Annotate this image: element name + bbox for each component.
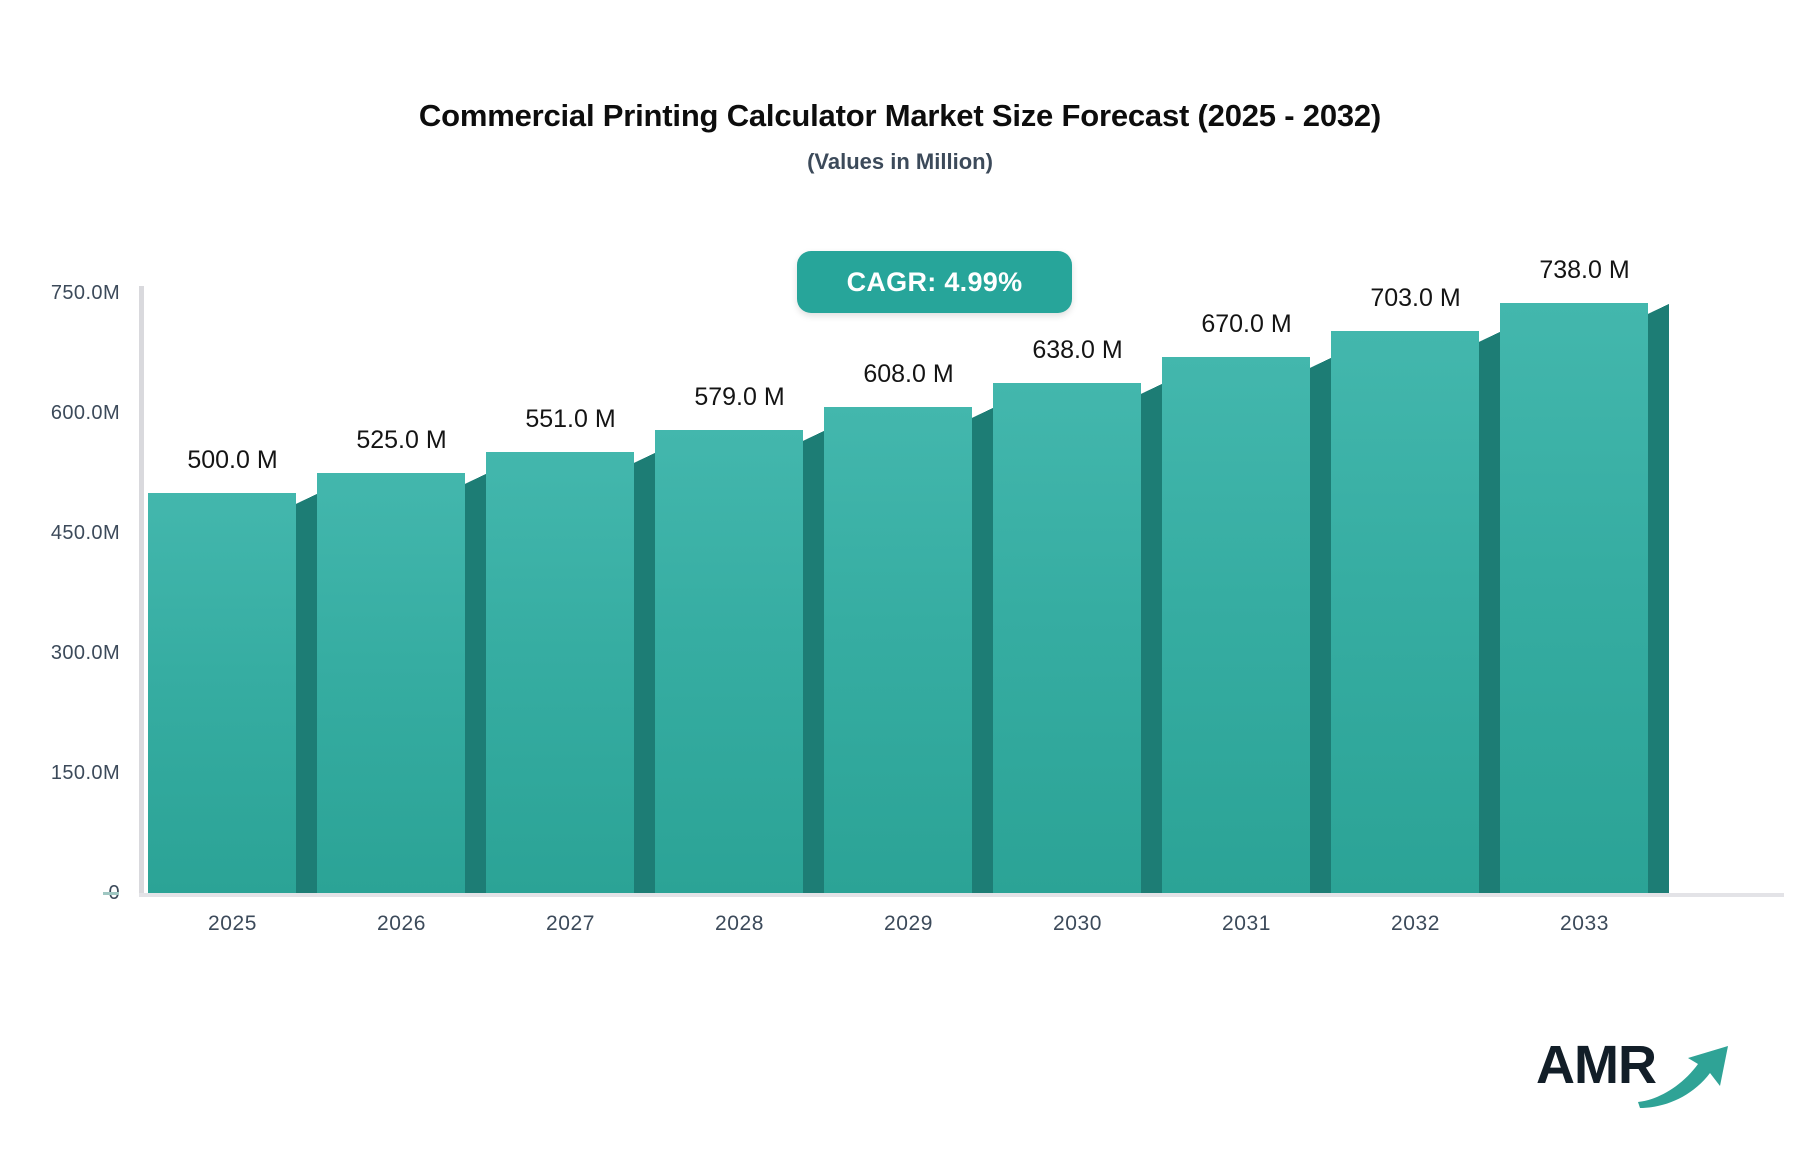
amr-logo: AMR <box>1536 1030 1736 1110</box>
bar-value-label: 551.0 M <box>525 405 616 434</box>
bar-value-label: 579.0 M <box>694 382 785 411</box>
y-axis-line <box>139 286 144 896</box>
bar-top-bevel <box>1479 331 1500 342</box>
bar-value-label: 638.0 M <box>1032 335 1123 364</box>
x-axis-label-2033: 2033 <box>1559 912 1610 935</box>
bar-value-label: 670.0 M <box>1201 310 1292 338</box>
y-axis-tick-mark <box>103 892 119 895</box>
bar-side-face <box>1310 368 1331 893</box>
bar-side-face <box>972 417 993 893</box>
bar-value-label: 738.0 M <box>1539 255 1630 284</box>
bar-front-face <box>317 473 465 893</box>
bar-value-label: 608.0 M <box>863 359 954 388</box>
bar-front-face <box>993 382 1141 893</box>
y-axis-tick-label: 450.0M <box>50 522 120 544</box>
bar-side-face <box>1648 313 1669 893</box>
y-axis-tick-label: 150.0M <box>50 762 120 784</box>
bar-front-face <box>1500 302 1648 893</box>
bar-front-face <box>148 493 296 893</box>
bar-side-face <box>296 504 317 893</box>
chart-subtitle: (Values in Million) <box>807 149 993 174</box>
y-axis-tick-label: 750.0M <box>50 282 120 304</box>
x-axis-label-2025: 2025 <box>207 912 258 935</box>
bar-top-bevel <box>465 474 486 484</box>
x-axis-label-2032: 2032 <box>1390 912 1441 935</box>
bar-2028[interactable] <box>655 429 824 893</box>
bar-front-face <box>655 429 803 893</box>
bar-side-face <box>803 440 824 893</box>
bar-2033[interactable] <box>1500 302 1669 893</box>
x-axis-label-2026: 2026 <box>376 912 427 935</box>
x-axis-label-2028: 2028 <box>714 912 765 935</box>
bar-2030[interactable] <box>993 382 1162 893</box>
bar-top-bevel <box>803 430 824 441</box>
bar-front-face <box>1331 330 1479 893</box>
growth-arrow-icon <box>1638 1046 1728 1108</box>
x-axis-label-2031: 2031 <box>1221 912 1272 935</box>
bar-top-bevel <box>972 407 993 418</box>
bar-2026[interactable] <box>317 473 486 893</box>
bar-side-face <box>634 463 655 893</box>
bar-side-face <box>1141 393 1162 893</box>
y-axis-tick-label: 300.0M <box>50 642 120 664</box>
bar-2032[interactable] <box>1331 330 1500 893</box>
bar-top-bevel <box>1310 358 1331 368</box>
bar-2029[interactable] <box>824 406 993 893</box>
bar-top-bevel <box>1648 303 1669 314</box>
bar-top-bevel <box>296 494 317 504</box>
bar-2027[interactable] <box>486 452 655 893</box>
bar-value-label: 703.0 M <box>1370 283 1461 312</box>
chart-header: Commercial Printing Calculator Market Si… <box>0 96 1800 176</box>
bar-top-bevel <box>634 453 655 464</box>
bar-front-face <box>1162 357 1310 893</box>
x-axis-line <box>139 893 1784 897</box>
cagr-badge-label: CAGR: 4.99% <box>846 266 1023 297</box>
x-axis-label-2030: 2030 <box>1052 912 1103 935</box>
bar-value-label: 500.0 M <box>187 446 278 474</box>
bar-front-face <box>486 452 634 893</box>
cagr-badge: CAGR: 4.99% <box>797 251 1072 313</box>
amr-logo-text: AMR <box>1536 1035 1657 1095</box>
chart-title: Commercial Printing Calculator Market Si… <box>418 98 1382 133</box>
y-axis-tick-label: 600.0M <box>50 402 120 424</box>
bar-value-label: 525.0 M <box>356 426 447 454</box>
bar-2031[interactable] <box>1162 357 1331 893</box>
bar-2025[interactable] <box>148 493 317 893</box>
bar-side-face <box>465 484 486 893</box>
bar-top-bevel <box>1141 383 1162 394</box>
x-axis-label-2027: 2027 <box>545 912 596 935</box>
x-axis-label-2029: 2029 <box>883 912 934 935</box>
bar-front-face <box>824 406 972 893</box>
bar-side-face <box>1479 341 1500 893</box>
